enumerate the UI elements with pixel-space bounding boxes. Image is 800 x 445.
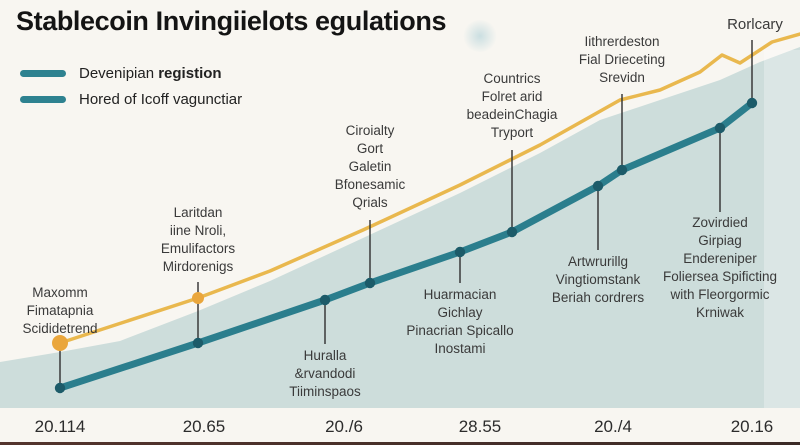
data-point-marker-teal [364,277,376,289]
x-axis-label: 20.16 [730,417,774,436]
annotation-label: Artwrurillg Vingtiomstank Beriah cordrer… [551,254,645,305]
data-point-marker-teal [592,180,604,192]
annotation-label: Ciroialty Gort Galetin Bfonesamic Qrials [334,123,406,210]
legend: Devenipian registion Hored of Icoff vagu… [20,60,242,112]
legend-label-devenipian: Devenipian registion [79,65,222,82]
annotation-label: Huarmacian Gichlay Pinacrian Spicallo In… [406,287,514,356]
data-point-marker-teal [319,294,331,306]
annotation-label: Rorlcary [727,16,783,33]
legend-label-text: Hored of Icoff vagunctiar [79,90,243,108]
annotation-label: Huralla &rvandodi Tiiminspaos [289,348,361,399]
x-axis-label: 20.65 [182,417,226,436]
data-point-marker-teal [746,97,758,109]
legend-item-hored: Hored of Icoff vagunctiar [20,86,242,112]
area-fill [0,47,800,408]
legend-label-hored: Hored of Icoff vagunctiar [79,91,242,108]
legend-item-devenipian: Devenipian registion [20,60,242,86]
annotation-label: Maxomm Fimatapnia Scididetrend [22,285,98,336]
bottom-edge [0,442,800,445]
data-point-marker-teal [616,164,628,176]
data-point-marker-yellow [192,292,204,304]
legend-label-bold-text: registion [158,64,222,82]
x-axis-label: 20.114 [34,417,86,436]
data-point-marker-teal [54,382,66,394]
chart-title: Stablecoin Invingiielots egulations [16,6,447,36]
line-devenipian [56,99,756,392]
legend-swatch-teal-1 [20,69,66,77]
data-point-marker-teal [506,226,518,238]
title-smudge [462,20,498,52]
x-axis-label: 20./4 [594,417,632,436]
annotation-label: Iithrerdeston Fial Drieceting Srevidn [578,34,666,85]
data-point-marker-teal [714,122,726,134]
x-axis-label: 20./6 [325,417,363,436]
x-axis: 20.114 20.65 20./6 28.55 20./4 20.16 [0,417,800,445]
data-point-marker-teal [454,246,466,258]
data-point-marker-yellow [52,335,68,351]
line-hored [58,32,800,345]
data-point-marker-teal [192,337,204,349]
annotation-label: Laritdan iine Nroli, Emulifactors Mirdor… [160,205,236,274]
area-right-highlight [764,50,800,408]
annotation-label: Countrics Folret arid beadeinChagia Tryp… [466,71,558,140]
annotation-label: Zovirdied Girpiag Endereniper Foliersea … [662,215,778,320]
legend-swatch-teal-2 [20,95,66,103]
legend-label-text: Devenipian [79,64,159,82]
x-axis-label: 28.55 [458,417,502,436]
